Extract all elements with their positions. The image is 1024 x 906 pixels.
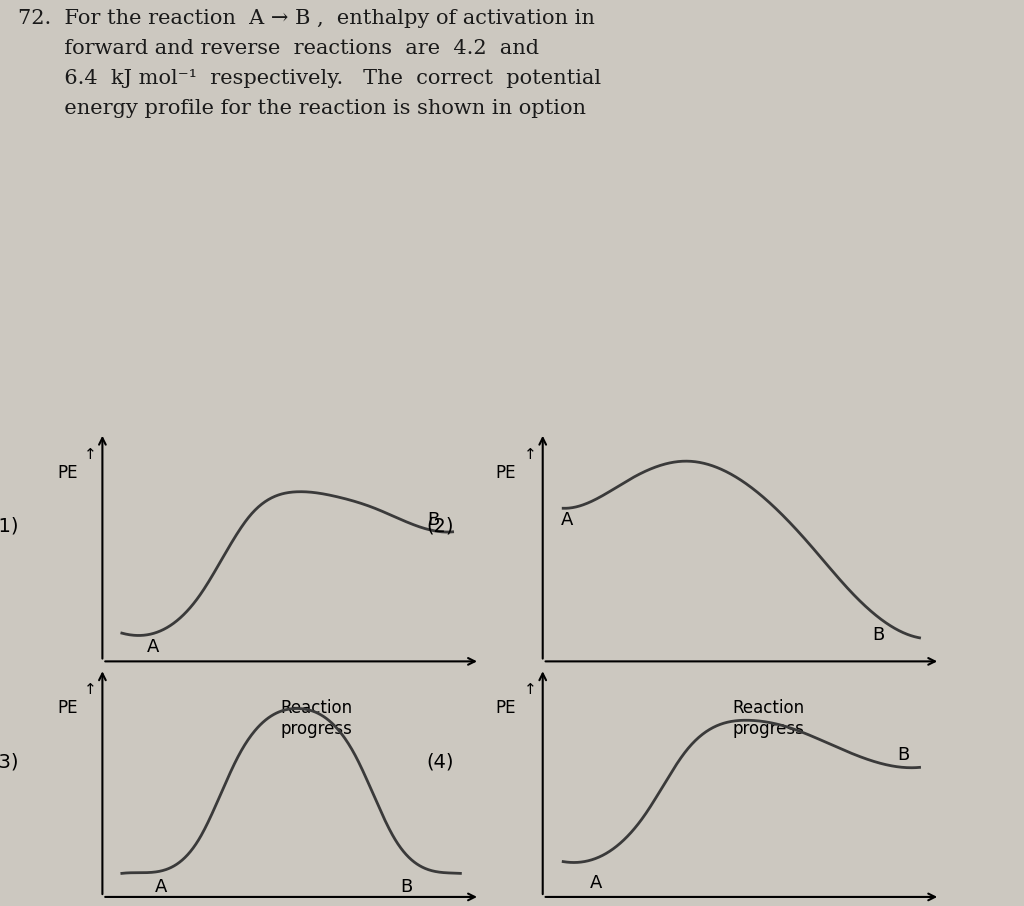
Text: A: A: [155, 878, 167, 896]
Text: A: A: [590, 873, 602, 892]
Text: B: B: [427, 511, 439, 529]
Text: ↑: ↑: [84, 682, 97, 697]
Text: PE: PE: [496, 464, 516, 482]
Text: 72.  For the reaction  A → B ,  enthalpy of activation in
       forward and rev: 72. For the reaction A → B , enthalpy of…: [18, 8, 601, 119]
Text: (1): (1): [0, 516, 18, 535]
Text: ↑: ↑: [84, 447, 97, 461]
Text: PE: PE: [496, 699, 516, 718]
Text: PE: PE: [57, 464, 78, 482]
Text: A: A: [561, 511, 573, 529]
Text: B: B: [399, 878, 412, 896]
Text: (4): (4): [427, 752, 454, 771]
Text: ↑: ↑: [524, 682, 537, 697]
Text: (3): (3): [0, 752, 18, 771]
Text: Reaction
progress: Reaction progress: [732, 699, 804, 737]
Text: ↑: ↑: [524, 447, 537, 461]
Text: B: B: [872, 626, 885, 644]
Text: A: A: [146, 638, 159, 656]
Text: B: B: [897, 747, 909, 765]
Text: (2): (2): [427, 516, 454, 535]
Text: PE: PE: [57, 699, 78, 718]
Text: Reaction
progress: Reaction progress: [281, 699, 352, 737]
